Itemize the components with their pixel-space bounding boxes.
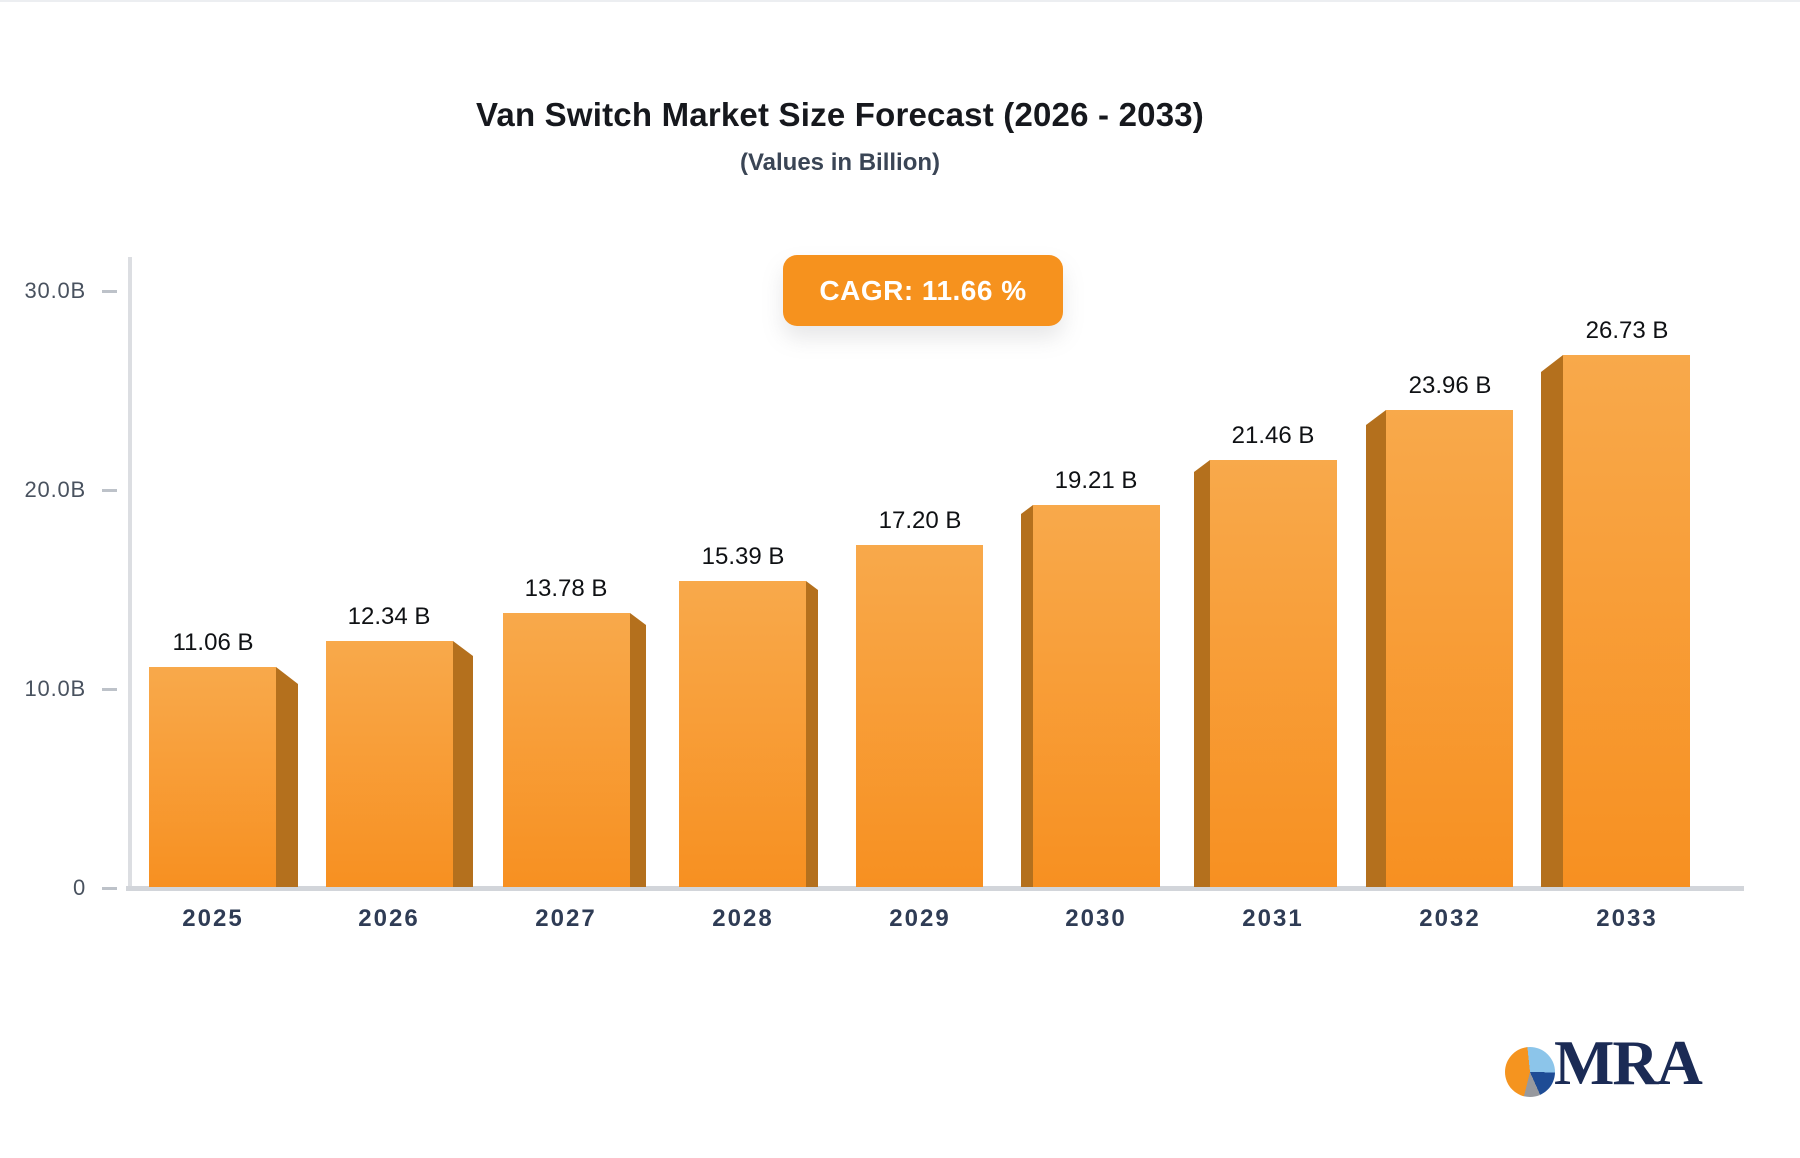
bar-2031 — [1210, 460, 1337, 887]
bar-value-label-2029: 17.20 B — [878, 507, 962, 534]
x-axis-line — [126, 886, 1744, 891]
y-axis-tick-mark — [102, 887, 117, 890]
x-axis-label-2028: 2028 — [712, 905, 774, 932]
x-axis-label-2027: 2027 — [535, 905, 597, 932]
x-axis-label-2031: 2031 — [1242, 905, 1304, 932]
x-axis-label-2033: 2033 — [1596, 905, 1658, 932]
x-axis-label-2029: 2029 — [889, 905, 951, 932]
bar-2028 — [679, 581, 806, 887]
bar-2032 — [1386, 410, 1513, 887]
y-axis-label-20.0B: 20.0B — [24, 477, 86, 502]
bar-side-face-2025 — [276, 667, 298, 887]
brand-logo-text: MRA — [1554, 1027, 1703, 1098]
y-axis-label-0: 0 — [72, 875, 86, 900]
bar-side-face-2033 — [1541, 355, 1563, 887]
pie-chart-logo-icon — [1505, 1047, 1555, 1097]
bar-value-label-2027: 13.78 B — [524, 575, 608, 602]
bar-value-label-2032: 23.96 B — [1408, 372, 1492, 399]
bar-2033 — [1563, 355, 1690, 887]
bar-side-face-2031 — [1194, 460, 1210, 887]
chart-title: Van Switch Market Size Forecast (2026 - … — [476, 96, 1204, 133]
x-axis-label-2030: 2030 — [1065, 905, 1127, 932]
bar-side-face-2026 — [453, 641, 473, 887]
bar-side-face-2027 — [630, 613, 646, 887]
y-axis-tick-mark — [102, 290, 117, 293]
bar-2025 — [149, 667, 276, 887]
x-axis-label-2026: 2026 — [358, 905, 420, 932]
y-axis-label-30.0B: 30.0B — [24, 278, 86, 303]
bar-value-label-2031: 21.46 B — [1231, 422, 1315, 449]
bar-value-label-2025: 11.06 B — [172, 629, 254, 656]
bar-side-face-2032 — [1366, 410, 1386, 887]
y-axis-line — [128, 257, 132, 888]
bar-value-label-2030: 19.21 B — [1054, 467, 1138, 494]
bar-value-label-2033: 26.73 B — [1585, 317, 1669, 344]
bar-value-label-2026: 12.34 B — [347, 603, 431, 630]
bar-2026 — [326, 641, 453, 887]
x-axis-label-2025: 2025 — [182, 905, 244, 932]
y-axis-tick-mark — [102, 489, 117, 492]
y-axis-label-10.0B: 10.0B — [24, 676, 86, 701]
bar-2029 — [856, 545, 983, 887]
brand-logo: MRA — [1500, 1030, 1760, 1110]
bar-side-face-2030 — [1021, 505, 1033, 887]
chart-subtitle: (Values in Billion) — [739, 149, 941, 176]
x-axis-label-2032: 2032 — [1419, 905, 1481, 932]
cagr-badge: CAGR: 11.66 % — [783, 255, 1063, 326]
bar-2030 — [1033, 505, 1160, 887]
cagr-badge-label: CAGR: 11.66 % — [819, 274, 1027, 306]
bar-side-face-2028 — [806, 581, 818, 887]
y-axis-tick-mark — [102, 688, 117, 691]
bar-2027 — [503, 613, 630, 887]
bar-value-label-2028: 15.39 B — [701, 543, 785, 570]
